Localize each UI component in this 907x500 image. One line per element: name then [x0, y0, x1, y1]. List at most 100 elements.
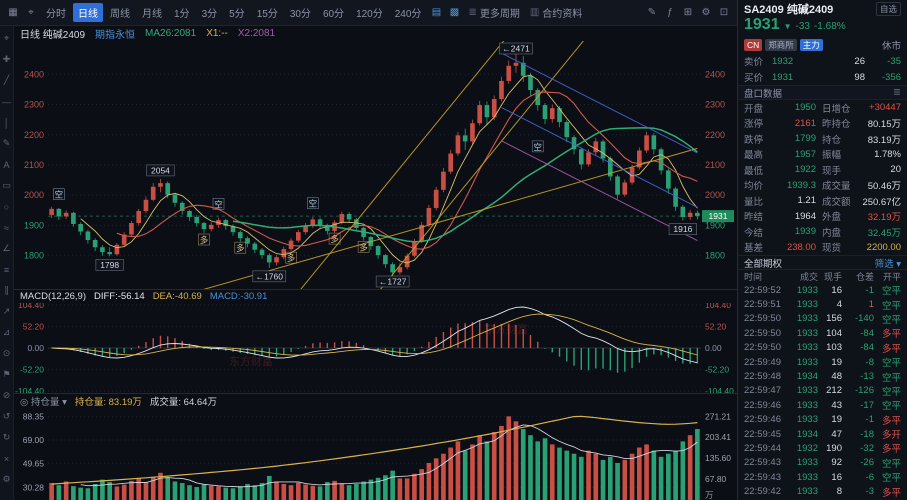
channel-tool-icon[interactable]: ∥	[4, 285, 9, 295]
quote-header: SA2409 纯碱2409 自选	[738, 0, 907, 16]
undo-tool-icon[interactable]: ↺	[2, 411, 11, 421]
pankou-value: 1.78%	[874, 148, 901, 160]
fullscreen-icon[interactable]: ⊡	[719, 7, 729, 18]
period-tab-0[interactable]: 分时	[46, 9, 66, 20]
watchlist-button[interactable]: 自选	[875, 2, 901, 16]
chart-settings-icon[interactable]: ▩	[449, 7, 460, 18]
pankou-label: 成交额	[822, 196, 851, 208]
tick-row[interactable]: 22:59:42 1933 8 -3 多平	[738, 484, 907, 499]
tick-direction: 空平	[881, 401, 901, 413]
tick-price: 1933	[796, 342, 818, 354]
pankou-row: 均价 1939.3 成交量 50.46万	[738, 178, 907, 194]
crosshair-icon[interactable]: ⌖	[28, 7, 34, 18]
period-tab-10[interactable]: 120分	[356, 9, 383, 20]
delete-tool-icon[interactable]: ×	[3, 453, 10, 464]
tick-direction: 空平	[881, 300, 901, 312]
svg-text:空: 空	[533, 142, 542, 152]
tick-row[interactable]: 22:59:46 1933 19 -1 多平	[738, 413, 907, 427]
period-tab-1[interactable]: 日线	[73, 3, 103, 22]
crosshair-tool-icon[interactable]: ✚	[2, 54, 11, 64]
options-dropdown[interactable]: 全部期权	[744, 258, 783, 270]
tick-row[interactable]: 22:59:49 1933 19 -8 空平	[738, 355, 907, 370]
svg-text:0.00: 0.00	[705, 343, 722, 353]
period-tab-8[interactable]: 30分	[289, 9, 311, 20]
tick-time: 22:59:52	[744, 284, 781, 296]
svg-text:1800: 1800	[24, 251, 44, 261]
draw-mode-icon[interactable]: ✎	[647, 7, 657, 18]
settings-icon[interactable]: ⚙	[701, 7, 711, 18]
tick-row[interactable]: 22:59:43 1933 16 -6 空平	[738, 470, 907, 485]
wave-tool-icon[interactable]: ≈	[4, 222, 9, 233]
pencil-tool-icon[interactable]: ✎	[2, 138, 11, 148]
chart-region: ▦ ⌖ 分时 日线 周线 月线 1分 3分 5分 15分 30分 60分 120分 240分 ▤ ▩ ≣ 更多…	[0, 3, 737, 500]
tool-settings-icon[interactable]: ⚙	[2, 474, 11, 484]
tick-row[interactable]: 22:59:52 1933 16 -1 空平	[738, 283, 907, 298]
price-change-pct: -1.68%	[813, 21, 846, 32]
ask-row[interactable]: 卖价 1932 26 -35	[738, 53, 907, 69]
pankou-label: 持仓	[822, 134, 842, 146]
redo-tool-icon[interactable]: ↻	[2, 432, 11, 442]
tick-row[interactable]: 22:59:48 1934 48 -13 空平	[738, 369, 907, 384]
period-tab-4[interactable]: 1分	[174, 9, 190, 20]
tick-time: 22:59:49	[744, 356, 781, 368]
svg-text:2000: 2000	[24, 190, 44, 200]
period-tab-5[interactable]: 3分	[201, 9, 218, 20]
svg-text:-104.40: -104.40	[15, 386, 44, 393]
tick-time: 22:59:50	[744, 313, 781, 325]
tick-row[interactable]: 22:59:44 1932 190 -32 多平	[738, 441, 907, 456]
tick-row[interactable]: 22:59:50 1933 103 -84 多平	[738, 341, 907, 355]
multi-chart-icon[interactable]: ▤	[431, 7, 442, 18]
legend-item: ◎ 持仓量 ▾	[20, 396, 67, 408]
tick-row[interactable]: 22:59:46 1933 43 -17 空平	[738, 398, 907, 413]
rect-tool-icon[interactable]: ▭	[2, 180, 11, 190]
svg-text:←1727: ←1727	[379, 277, 407, 287]
flag-tool-icon[interactable]: ⚑	[2, 369, 11, 379]
macd-chart[interactable]: 104.40 104.40 52.20 52.20 0.00 0.00 -52.20 -52.…	[14, 303, 737, 393]
trendline-tool-icon[interactable]: ╱	[3, 75, 10, 85]
period-tab-3[interactable]: 月线	[142, 9, 162, 20]
vline-tool-icon[interactable]: │	[3, 117, 10, 128]
period-tab-6[interactable]: 5分	[229, 9, 245, 20]
svg-text:0.00: 0.00	[27, 343, 44, 353]
symbol-code: SA2409	[744, 4, 784, 16]
period-tab-11[interactable]: 240分	[394, 9, 422, 20]
pankou-label: 跌停	[744, 134, 764, 146]
select-tool-icon[interactable]: ⌖	[3, 33, 10, 43]
gann-tool-icon[interactable]: ⊙	[2, 348, 11, 358]
main-candlestick-chart[interactable]: 2400 2400 2300 2300 2200 2200 2100 2100 2000 2000…	[14, 41, 737, 289]
svg-text:2300: 2300	[24, 100, 44, 110]
chart-grid-icon[interactable]: ▦	[8, 7, 18, 18]
open-interest-volume-chart[interactable]: 88.35 69.00 49.65 30.28 271.21 203.41 135.60 67…	[14, 407, 737, 500]
text-tool-icon[interactable]: A	[3, 159, 10, 170]
tick-volume: 48	[831, 371, 842, 383]
svg-text:30.28: 30.28	[23, 482, 45, 492]
eraser-tool-icon[interactable]: ⊘	[2, 390, 11, 400]
tick-row[interactable]: 22:59:47 1933 212 -126 空平	[738, 384, 907, 398]
compare-icon[interactable]: ⊞	[683, 7, 693, 18]
svg-text:2100: 2100	[705, 160, 725, 170]
toolbar-menu-0[interactable]: ≣ 更多周期	[468, 7, 520, 20]
period-tab-9[interactable]: 60分	[322, 9, 345, 20]
tick-row[interactable]: 22:59:43 1933 92 -26 空平	[738, 456, 907, 470]
bid-row[interactable]: 买价 1931 98 -356	[738, 69, 907, 85]
period-tab-7[interactable]: 15分	[256, 9, 278, 20]
hline-tool-icon[interactable]: —	[2, 96, 11, 107]
filter-button[interactable]: 筛选 ▾	[874, 258, 901, 270]
ellipse-tool-icon[interactable]: ○	[3, 201, 10, 212]
fib-tool-icon[interactable]: ≡	[3, 264, 10, 275]
tick-row[interactable]: 22:59:50 1933 104 -84 多平	[738, 326, 907, 341]
triangle-tool-icon[interactable]: ⊿	[2, 327, 11, 337]
tick-oi-delta: -1	[865, 284, 874, 296]
period-tab-2[interactable]: 周线	[110, 9, 130, 20]
tick-row[interactable]: 22:59:51 1933 4 1 空平	[738, 297, 907, 312]
collapse-icon[interactable]: ≣	[893, 87, 901, 98]
angle-tool-icon[interactable]: ∠	[2, 243, 11, 253]
toolbar-menu-1[interactable]: ▥ 合约资料	[529, 7, 583, 20]
pankou-label: 涨停	[744, 119, 764, 131]
legend-item: DIFF:-56.14	[94, 291, 145, 302]
tick-row[interactable]: 22:59:45 1934 47 -18 多开	[738, 427, 907, 442]
arrow-tool-icon[interactable]: ↗	[2, 306, 11, 316]
pankou-section-header[interactable]: 盘口数据 ≣	[738, 85, 907, 100]
tick-row[interactable]: 22:59:50 1933 156 -140 空平	[738, 312, 907, 326]
indicator-fx-icon[interactable]: ƒ	[667, 7, 673, 18]
